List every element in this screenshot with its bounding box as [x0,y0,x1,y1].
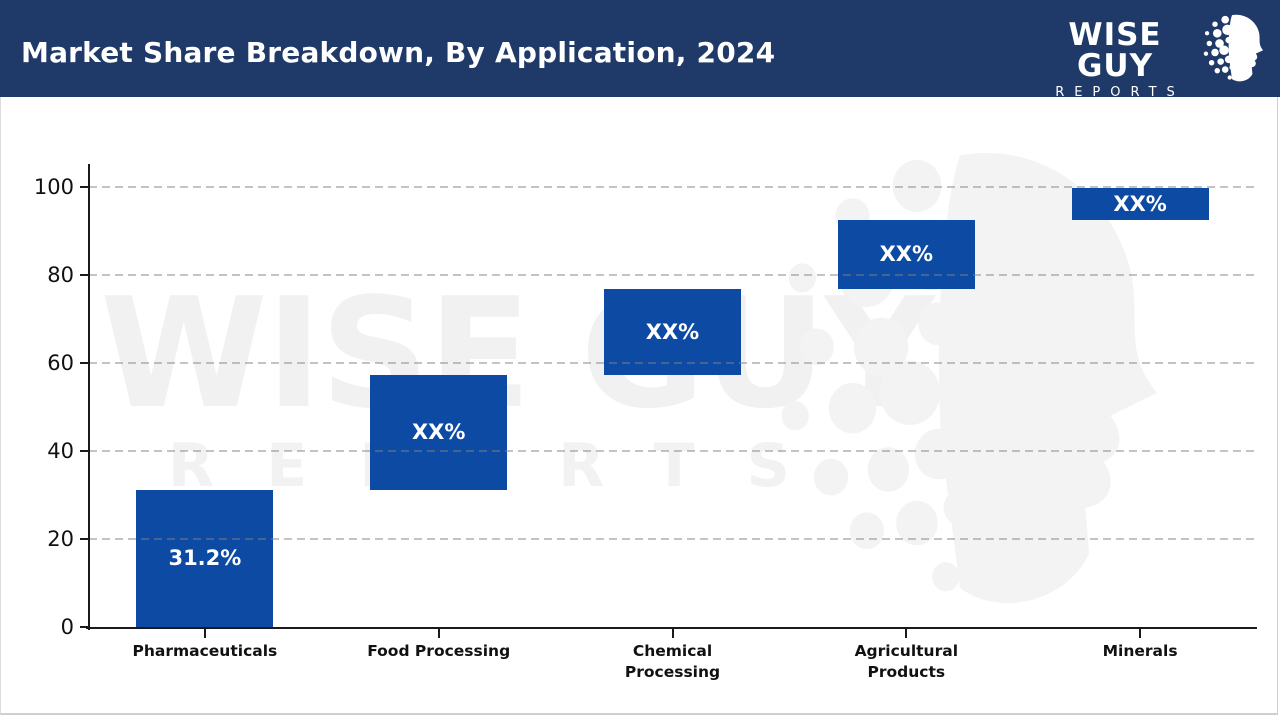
x-tick-2 [671,629,674,638]
grid-line-80 [89,274,1258,276]
bar-value-label: XX% [1113,191,1167,216]
x-axis-label-1: Food Processing [367,642,511,660]
brand-logo: WISE GUY REPORTS [1026,4,1266,100]
y-tick-label-80: 80 [47,263,74,287]
y-tick-label-60: 60 [47,351,74,375]
grid-line-40 [89,450,1258,452]
page-title: Market Share Breakdown, By Application, … [21,36,776,69]
logo-head-icon [1203,14,1264,82]
bar-value-label: 31.2% [168,546,242,571]
bar-agricultural-products [837,220,975,289]
x-axis-label-4: Minerals [1102,642,1178,660]
logo-wordmark: WISE GUY [1068,17,1162,84]
y-tick-80 [80,274,88,276]
y-tick-label-40: 40 [47,439,74,463]
y-tick-40 [80,450,88,452]
bar-food-processing [370,374,508,490]
x-axis-label-3: Agricultural Products [854,642,959,681]
bar-value-label: XX% [879,242,934,267]
x-tick-4 [1139,629,1142,638]
y-tick-100 [80,186,88,188]
x-axis-label-2: Chemical Processing [624,642,721,681]
x-axis-line [86,627,1257,629]
bar-value-label: XX% [645,319,700,344]
x-tick-3 [905,629,908,638]
waterfall-chart: 0 20 40 60 80 100 31.2% Pharmaceuticals XX% Food … [0,97,1280,720]
y-tick-0 [80,626,88,628]
y-axis-line [88,164,90,630]
bar-pharmaceuticals [136,489,274,627]
x-tick-1 [437,629,440,638]
y-tick-label-20: 20 [47,527,74,551]
watermark-head-icon [781,152,1158,604]
x-tick-0 [203,629,206,638]
y-tick-label-0: 0 [60,615,74,639]
y-tick-60 [80,362,88,364]
y-tick-20 [80,538,88,540]
logo-text: WISE GUY REPORTS [1026,17,1204,101]
bar-chemical-processing [604,288,741,375]
y-tick-label-100: 100 [33,175,74,199]
x-axis-label-0: Pharmaceuticals [132,642,278,660]
bar-value-label: XX% [411,420,466,445]
logo-subtext: REPORTS [1055,85,1185,100]
bar-minerals [1071,187,1209,220]
header-bar: Market Share Breakdown, By Application, … [0,0,1280,100]
